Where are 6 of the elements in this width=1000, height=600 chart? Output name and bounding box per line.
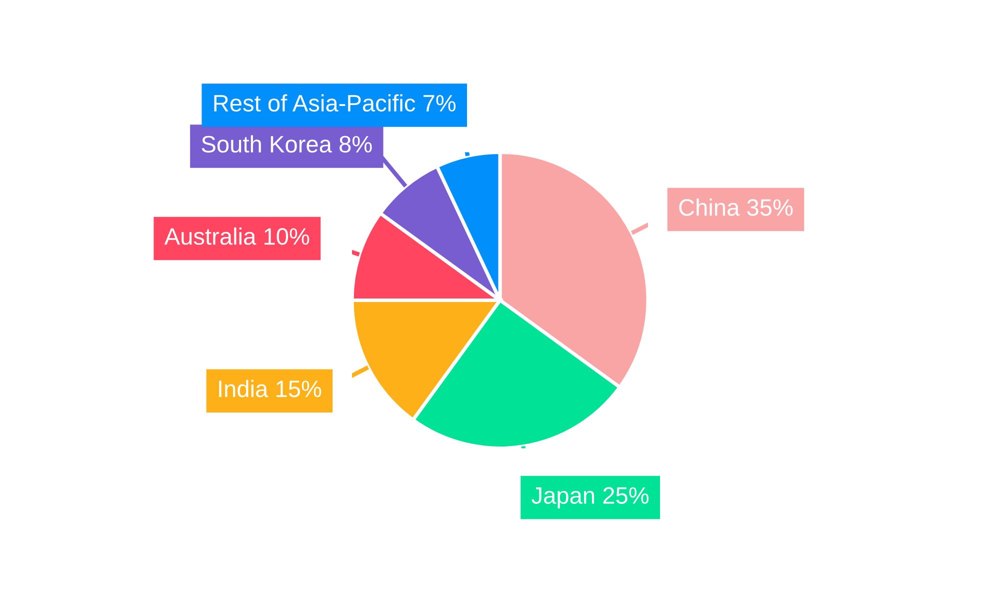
slice-label: China 35% (679, 198, 793, 216)
slice-label: South Korea 8% (202, 135, 372, 153)
slice-label: Australia 10% (164, 227, 310, 245)
slice-label: Rest of Asia-Pacific 7% (214, 94, 456, 112)
slice-label: Japan 25% (532, 487, 649, 509)
slice-label: India 15% (219, 380, 322, 398)
